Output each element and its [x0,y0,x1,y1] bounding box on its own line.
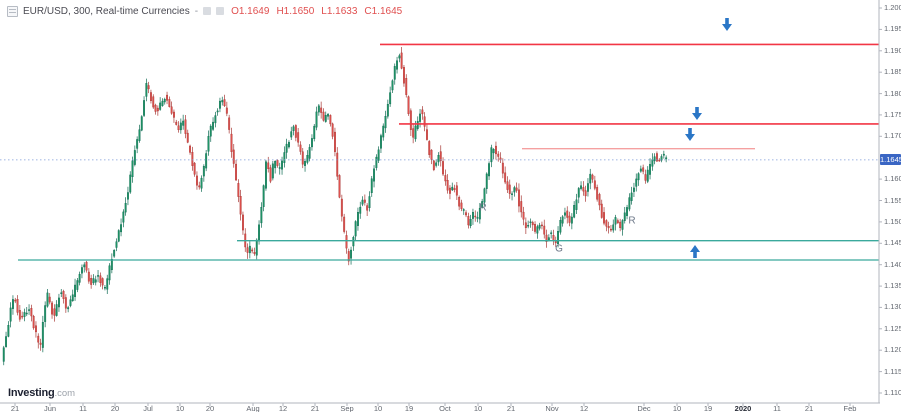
time-tick-label: 2020 [734,404,752,412]
down-arrow-icon[interactable] [685,128,695,141]
time-tick-label: 10 [672,404,682,412]
candles [2,47,668,366]
price-tick-label: 1.1700 [884,131,901,141]
open-value: O1.1649 [231,5,270,17]
price-tick-label: 1.1200 [884,345,901,355]
down-arrow-icon[interactable] [692,107,702,120]
eye-icon[interactable] [203,7,212,15]
legend: EUR/USD, 300, Real-time Currencies - O1.… [7,4,402,18]
high-value: H1.1650 [276,5,315,17]
time-tick-label: 19 [404,404,414,412]
investing-logo-brand: Investing [8,387,55,399]
investing-logo: Investing.com [8,387,75,399]
investing-logo-suffix: .com [54,388,76,399]
price-tick-label: 1.1550 [884,195,901,205]
price-tick-label: 1.1300 [884,302,901,312]
annotation-letter[interactable]: G [555,243,563,255]
time-tick-label: 11 [79,404,87,412]
time-tick-label: 19 [703,404,713,412]
time-tick-label: Sep [340,404,354,412]
low-value: L1.1633 [321,5,358,17]
up-arrow-icon[interactable] [690,245,700,258]
time-tick-label: 11 [773,404,781,412]
time-tick-label: 20 [205,404,215,412]
price-tick-label: 1.2000 [884,3,901,12]
time-tick-label: 21 [10,404,20,412]
price-tick-label: 1.1400 [884,259,901,269]
time-tick-label: Jun [43,404,57,412]
time-tick-label: Feb [843,404,857,412]
time-tick-label: 20 [110,404,120,412]
symbol-title[interactable]: EUR/USD, 300, Real-time Currencies [23,5,190,17]
time-tick-label: Jul [143,404,153,412]
ohlc-values: O1.1649 H1.1650 L1.1633 C1.1645 [231,6,402,17]
time-tick-label: Aug [246,404,260,412]
legend-toggle-icon[interactable] [7,5,18,17]
time-tick-label: 10 [175,404,185,412]
price-tick-label: 1.1500 [884,216,901,226]
time-tick-label: 21 [506,404,516,412]
time-tick-label: 12 [579,404,589,412]
price-tick-label: 1.1850 [884,67,901,77]
time-tick-label: 10 [373,404,383,412]
time-tick-label: 21 [804,404,814,412]
last-price-badge: 1.1645 [880,154,901,166]
settings-icon[interactable] [216,7,225,15]
price-tick-label: 1.1150 [884,366,901,376]
time-tick-label: Dec [637,404,651,412]
legend-separator: - [194,5,199,17]
price-tick-label: 1.1250 [884,323,901,333]
price-tick-label: 1.1800 [884,88,901,98]
price-tick-label: 1.1450 [884,238,901,248]
time-tick-label: 12 [278,404,288,412]
time-tick-label: Oct [439,404,451,412]
down-arrow-icon[interactable] [722,18,732,31]
price-tick-label: 1.1950 [884,24,901,34]
price-tick-label: 1.1600 [884,174,901,184]
price-tick-label: 1.1350 [884,281,901,291]
time-tick-label: 21 [310,404,320,412]
time-tick-label: Nov [545,404,559,412]
annotation-letter[interactable]: R [479,202,487,214]
price-tick-label: 1.1750 [884,109,901,119]
price-tick-label: 1.1100 [884,388,901,397]
price-tick-label: 1.1900 [884,45,901,55]
annotation-letter[interactable]: R [628,215,636,227]
close-value: C1.1645 [364,5,403,17]
time-tick-label: 10 [473,404,483,412]
